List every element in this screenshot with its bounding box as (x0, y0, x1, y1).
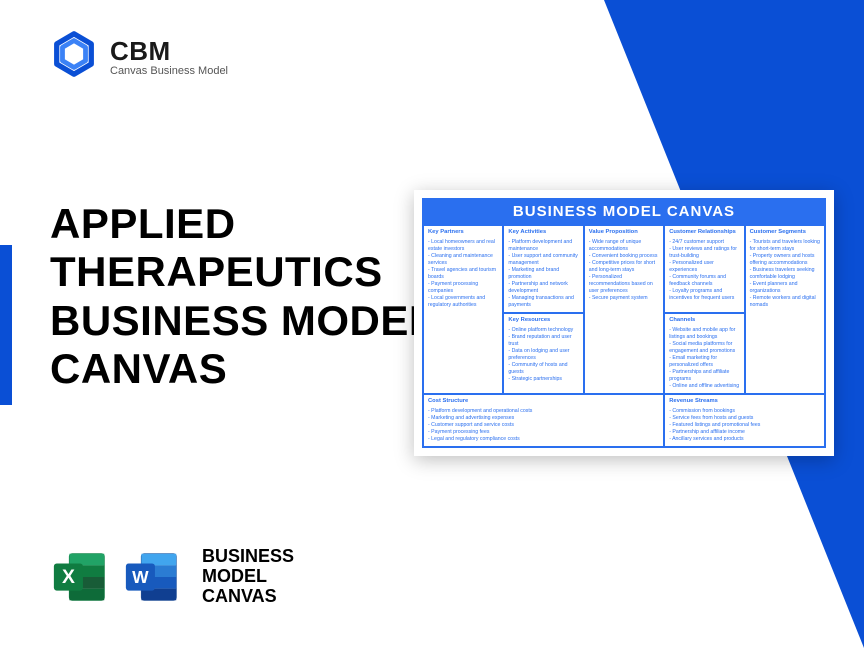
footer-apps: X W BUSINESS MODEL CANVAS (50, 546, 294, 608)
svg-text:W: W (132, 567, 149, 587)
list-item: Strategic partnerships (508, 376, 578, 383)
logo: CBM Canvas Business Model (50, 30, 228, 83)
list-item: Payment processing fees (428, 429, 659, 436)
block-label: Revenue Streams (669, 398, 820, 406)
list-item: Featured listings and promotional fees (669, 422, 820, 429)
list-item: Community of hosts and guests (508, 362, 578, 376)
list-item: Service fees from hosts and guests (669, 415, 820, 422)
list-item: Personalized user experiences (669, 260, 739, 274)
block-revenue-streams: Revenue Streams Commission from bookings… (664, 394, 825, 447)
list-item: Partnership and network development (508, 281, 578, 295)
list-item: Partnerships and affiliate programs (669, 369, 739, 383)
canvas-grid: Key Partners Local homeowners and real e… (422, 225, 826, 448)
list-item: Online and offline advertising (669, 383, 739, 390)
list-item: Convenient booking process (589, 253, 659, 260)
block-key-activities: Key Activities Platform development and … (503, 225, 583, 313)
block-cost-structure: Cost Structure Platform development and … (423, 394, 664, 447)
logo-tagline: Canvas Business Model (110, 65, 228, 77)
list-item: Event planners and organizations (750, 281, 820, 295)
list-item: Platform development and maintenance (508, 239, 578, 253)
canvas-preview: BUSINESS MODEL CANVAS Key Partners Local… (414, 190, 834, 456)
footer-label: BUSINESS MODEL CANVAS (202, 547, 294, 606)
list-item: Property owners and hosts offering accom… (750, 253, 820, 267)
list-item: Managing transactions and payments (508, 295, 578, 309)
list-item: Marketing and advertising expenses (428, 415, 659, 422)
block-label: Value Proposition (589, 229, 659, 237)
list-item: Competitive prices for short and long-te… (589, 260, 659, 274)
list-item: Website and mobile app for listings and … (669, 327, 739, 341)
list-item: Remote workers and digital nomads (750, 295, 820, 309)
list-item: Data on lodging and user preferences (508, 348, 578, 362)
list-item: Platform development and operational cos… (428, 408, 659, 415)
block-customer-relationships: Customer Relationships 24/7 customer sup… (664, 225, 744, 313)
canvas-title: BUSINESS MODEL CANVAS (422, 198, 826, 225)
block-key-resources: Key Resources Online platform technology… (503, 313, 583, 394)
list-item: Brand reputation and user trust (508, 334, 578, 348)
list-item: 24/7 customer support (669, 239, 739, 246)
svg-text:X: X (62, 566, 75, 588)
accent-bar (0, 245, 12, 405)
list-item: Tourists and travelers looking for short… (750, 239, 820, 253)
block-key-partners: Key Partners Local homeowners and real e… (423, 225, 503, 394)
list-item: Secure payment system (589, 295, 659, 302)
block-label: Cost Structure (428, 398, 659, 406)
list-item: Email marketing for personalized offers (669, 355, 739, 369)
block-label: Key Resources (508, 317, 578, 325)
list-item: Local governments and regulatory authori… (428, 295, 498, 309)
block-value-proposition: Value Proposition Wide range of unique a… (584, 225, 664, 394)
list-item: User reviews and ratings for trust-build… (669, 246, 739, 260)
list-item: Personalized recommendations based on us… (589, 274, 659, 295)
list-item: Social media platforms for engagement an… (669, 341, 739, 355)
block-customer-segments: Customer Segments Tourists and travelers… (745, 225, 825, 394)
block-channels: Channels Website and mobile app for list… (664, 313, 744, 394)
list-item: Marketing and brand promotion (508, 267, 578, 281)
list-item: Local homeowners and real estate investo… (428, 239, 498, 253)
list-item: Commission from bookings (669, 408, 820, 415)
list-item: Loyalty programs and incentives for freq… (669, 288, 739, 302)
list-item: Customer support and service costs (428, 422, 659, 429)
block-label: Key Partners (428, 229, 498, 237)
list-item: Legal and regulatory compliance costs (428, 436, 659, 443)
cbm-logo-icon (50, 30, 98, 83)
list-item: Partnership and affiliate income (669, 429, 820, 436)
block-label: Key Activities (508, 229, 578, 237)
logo-abbrev: CBM (110, 36, 228, 67)
block-label: Channels (669, 317, 739, 325)
word-icon: W (122, 546, 184, 608)
page-title: APPLIED THERAPEUTICS BUSINESS MODEL CANV… (50, 200, 450, 393)
list-item: Online platform technology (508, 327, 578, 334)
excel-icon: X (50, 546, 112, 608)
list-item: Cleaning and maintenance services (428, 253, 498, 267)
list-item: Wide range of unique accommodations (589, 239, 659, 253)
list-item: User support and community management (508, 253, 578, 267)
list-item: Travel agencies and tourism boards (428, 267, 498, 281)
list-item: Business travelers seeking comfortable l… (750, 267, 820, 281)
list-item: Payment processing companies (428, 281, 498, 295)
block-label: Customer Segments (750, 229, 820, 237)
block-label: Customer Relationships (669, 229, 739, 237)
list-item: Ancillary services and products (669, 436, 820, 443)
list-item: Community forums and feedback channels (669, 274, 739, 288)
